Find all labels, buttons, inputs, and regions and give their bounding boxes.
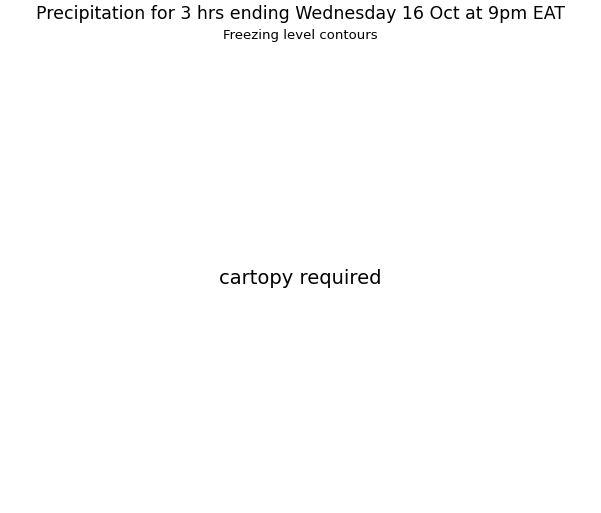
Text: Precipitation for 3 hrs ending Wednesday 16 Oct at 9pm EAT: Precipitation for 3 hrs ending Wednesday… <box>36 5 565 23</box>
Text: cartopy required: cartopy required <box>219 269 382 288</box>
Text: Freezing level contours: Freezing level contours <box>223 29 378 42</box>
